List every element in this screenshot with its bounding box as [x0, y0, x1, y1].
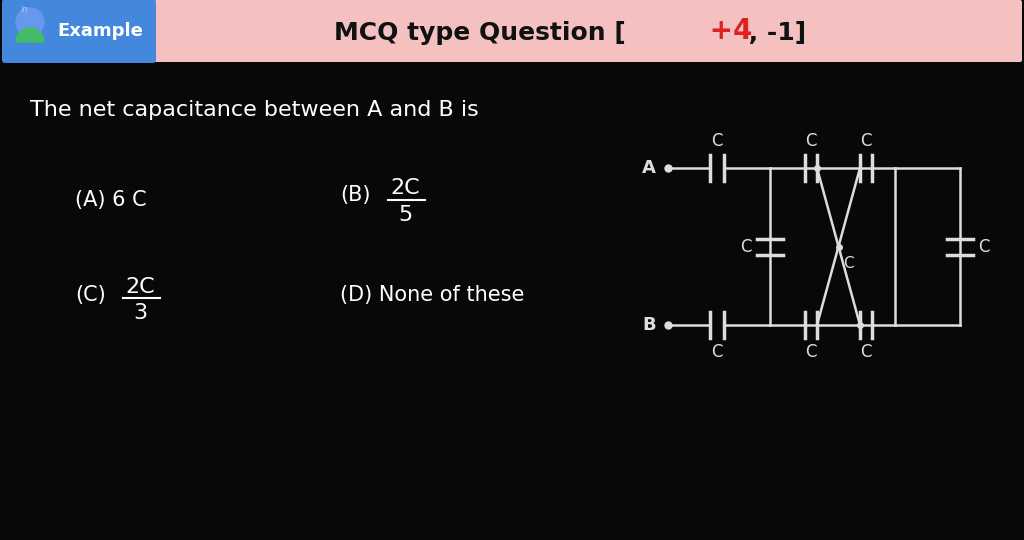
Text: (B): (B): [340, 185, 371, 205]
Text: +4: +4: [700, 17, 753, 45]
Text: Example: Example: [57, 22, 143, 40]
Text: 5: 5: [398, 205, 413, 225]
Text: C: C: [740, 238, 752, 255]
Text: C: C: [712, 343, 723, 361]
Text: C: C: [860, 343, 871, 361]
FancyBboxPatch shape: [153, 0, 1022, 62]
Text: (A) 6 C: (A) 6 C: [75, 190, 146, 210]
Text: B: B: [642, 316, 656, 334]
Text: C: C: [712, 132, 723, 150]
Text: (D) None of these: (D) None of these: [340, 285, 524, 305]
Text: MCQ type Question [: MCQ type Question [: [334, 21, 626, 45]
Text: A: A: [642, 159, 656, 177]
Text: C: C: [805, 343, 817, 361]
Circle shape: [16, 8, 44, 36]
Text: 2C: 2C: [390, 178, 420, 198]
FancyBboxPatch shape: [2, 0, 156, 63]
Wedge shape: [16, 28, 44, 42]
Text: C: C: [805, 132, 817, 150]
Text: 3: 3: [133, 303, 147, 323]
Text: 2C: 2C: [125, 277, 155, 297]
Text: , -1]: , -1]: [740, 21, 806, 45]
Text: C: C: [844, 256, 854, 272]
Text: The net capacitance between A and B is: The net capacitance between A and B is: [30, 100, 479, 120]
Text: C: C: [860, 132, 871, 150]
Text: (C): (C): [75, 285, 105, 305]
Text: in: in: [20, 5, 28, 15]
Text: C: C: [978, 238, 989, 255]
